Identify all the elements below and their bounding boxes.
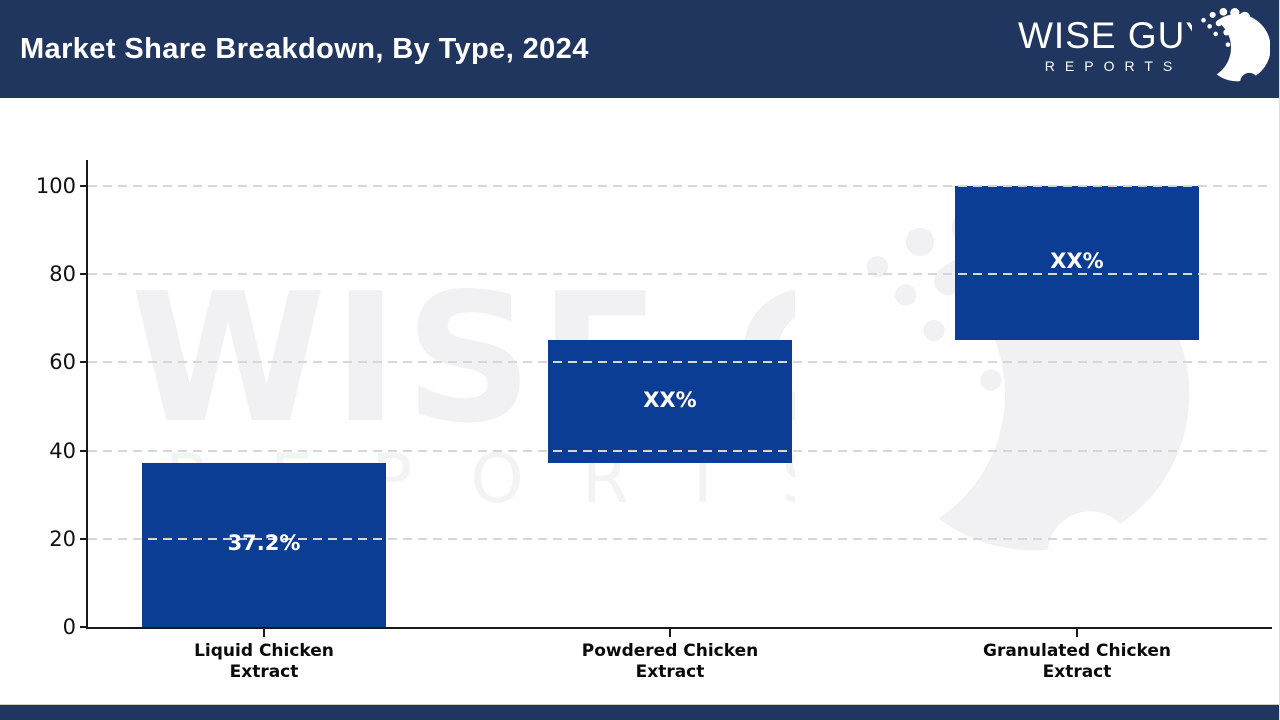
logo-text: WISE GUY REPORTS xyxy=(1018,15,1212,75)
bar-value-label-1: XX% xyxy=(643,387,697,412)
bar-0 xyxy=(142,462,386,627)
footer-bar xyxy=(0,704,1279,720)
y-tick-100 xyxy=(80,185,88,187)
bar-1 xyxy=(548,340,792,463)
dotted-head-icon xyxy=(1192,8,1270,92)
x-tick-2 xyxy=(1076,629,1078,637)
x-tick-1 xyxy=(669,629,671,637)
y-tick-label-80: 80 xyxy=(49,262,76,287)
y-tick-label-0: 0 xyxy=(62,615,76,639)
gridline-80 xyxy=(88,273,1272,276)
x-axis-line xyxy=(88,627,1272,629)
y-tick-label-20: 20 xyxy=(49,526,76,551)
y-tick-0 xyxy=(80,626,88,628)
y-tick-label-100: 100 xyxy=(35,174,76,198)
y-tick-20 xyxy=(80,537,88,540)
gridline-60 xyxy=(88,361,1272,364)
x-category-label-2: Granulated Chicken Extract xyxy=(982,641,1172,682)
gridline-40 xyxy=(88,449,1272,452)
x-category-label-0: Liquid Chicken Extract xyxy=(194,641,334,682)
waterfall-chart: 0 20 40 60 80 100 37.2% Liquid Chicken Extract XX… xyxy=(0,98,1279,705)
logo-wiseguy-text: WISE GUY xyxy=(1018,15,1212,56)
y-tick-label-60: 60 xyxy=(49,350,76,375)
y-tick-60 xyxy=(80,361,88,364)
page-title: Market Share Breakdown, By Type, 2024 xyxy=(20,32,589,65)
y-tick-label-40: 40 xyxy=(49,438,76,463)
y-tick-40 xyxy=(80,449,88,452)
gridline-20 xyxy=(88,537,1272,540)
y-tick-80 xyxy=(80,273,88,276)
wise-guy-reports-logo: WISE GUY REPORTS xyxy=(1018,6,1270,92)
logo-reports-text: REPORTS xyxy=(1044,58,1183,74)
bar-value-label-0: 37.2% xyxy=(227,530,301,555)
bar-value-label-2: XX% xyxy=(1050,249,1104,274)
x-category-label-1: Powdered Chicken Extract xyxy=(581,641,759,682)
x-tick-0 xyxy=(263,629,265,637)
header-bar: Market Share Breakdown, By Type, 2024 WI… xyxy=(0,0,1279,98)
y-axis-line xyxy=(86,160,88,629)
gridline-100 xyxy=(88,185,1272,187)
